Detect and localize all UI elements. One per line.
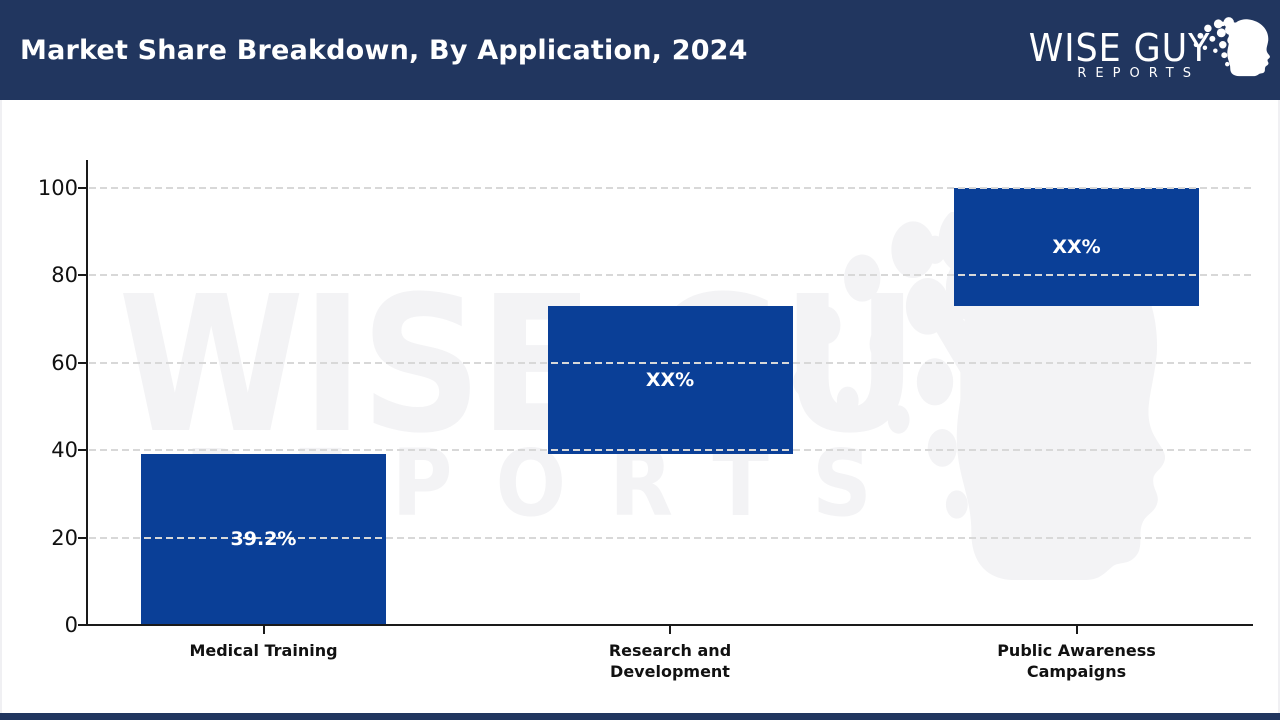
header-bar: Market Share Breakdown, By Application, … bbox=[0, 0, 1280, 100]
y-tick-mark-40 bbox=[78, 449, 87, 451]
x-tick-mark-2 bbox=[669, 626, 671, 634]
y-tick-mark-100 bbox=[78, 186, 87, 189]
gridline-y-40 bbox=[89, 449, 1253, 451]
figure-left-edge bbox=[0, 100, 2, 713]
y-tick-label-60: 60 bbox=[51, 350, 78, 375]
y-tick-mark-80 bbox=[78, 274, 87, 276]
page-title: Market Share Breakdown, By Application, … bbox=[20, 34, 748, 66]
y-tick-label-100: 100 bbox=[37, 175, 78, 200]
y-tick-label-40: 40 bbox=[51, 438, 78, 462]
bar-value-label-3: XX% bbox=[1052, 235, 1101, 258]
brand-logo: WISE GUY REPORTS bbox=[1028, 4, 1272, 96]
bar-1 bbox=[141, 453, 386, 625]
figure-right-edge bbox=[1278, 100, 1280, 713]
category-label-3: Public Awareness Campaigns bbox=[997, 641, 1156, 681]
category-label-2: Research and Development bbox=[608, 641, 732, 681]
y-tick-label-80: 80 bbox=[51, 263, 78, 287]
gridline-y-100 bbox=[89, 186, 1253, 189]
y-tick-label-0: 0 bbox=[64, 613, 78, 637]
category-label-1: Medical Training bbox=[189, 641, 338, 660]
brand-reports-text: REPORTS bbox=[1077, 66, 1200, 81]
y-tick-mark-20 bbox=[78, 536, 87, 539]
y-tick-mark-0 bbox=[78, 624, 87, 626]
x-tick-mark-3 bbox=[1075, 626, 1078, 634]
brand-face-icon bbox=[1193, 17, 1270, 77]
gridline-y-60 bbox=[89, 361, 1253, 364]
y-tick-label-20: 20 bbox=[51, 525, 78, 550]
bar-value-label-2: XX% bbox=[645, 368, 695, 391]
y-tick-mark-60 bbox=[78, 361, 87, 364]
brand-name-text: WISE GUY bbox=[1028, 26, 1210, 70]
gridline-y-20 bbox=[89, 536, 1253, 539]
bar-2 bbox=[547, 305, 793, 454]
x-tick-mark-1 bbox=[262, 626, 265, 634]
y-axis-line bbox=[86, 160, 88, 626]
bar-value-label-1: 39.2% bbox=[230, 528, 297, 551]
footer-bar bbox=[0, 713, 1280, 720]
x-axis-line bbox=[86, 624, 1253, 626]
gridline-y-80 bbox=[89, 274, 1253, 276]
